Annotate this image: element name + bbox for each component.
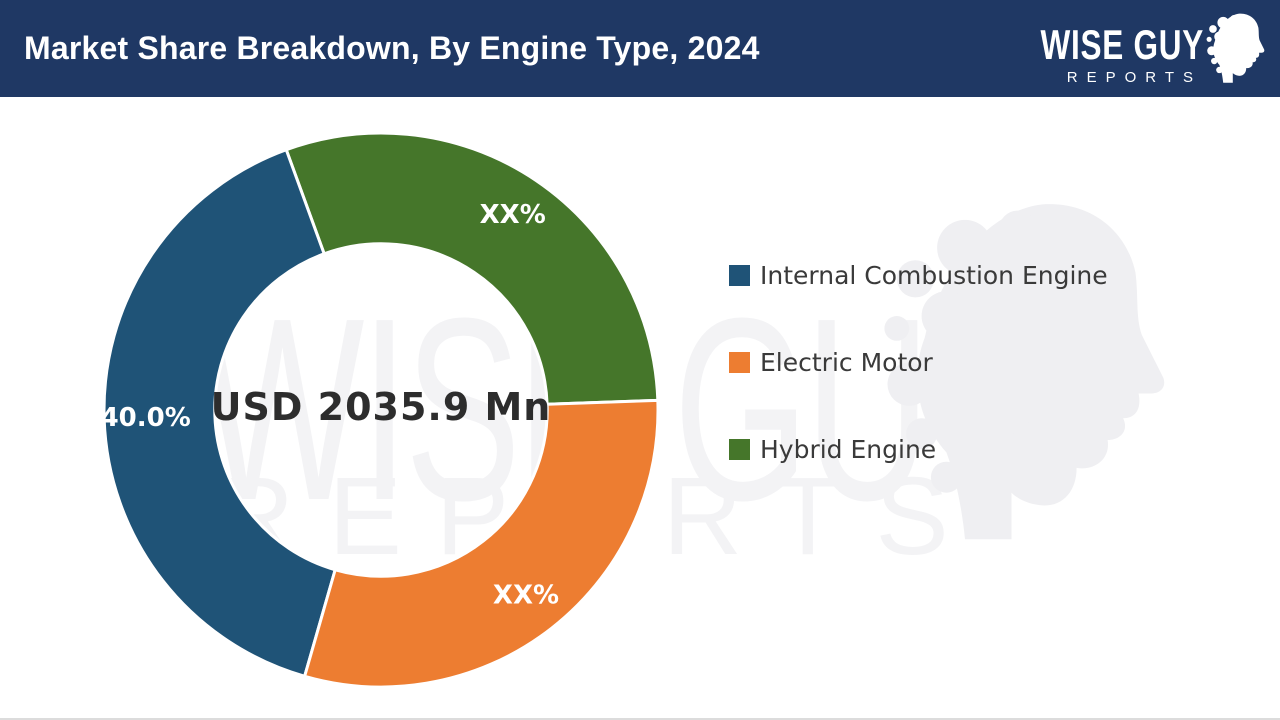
legend-item-hybrid-engine: Hybrid Engine	[729, 435, 1108, 463]
brand-logo: WISE GUY REPORTS	[986, 6, 1268, 88]
legend-label: Electric Motor	[760, 347, 933, 377]
donut-segment-electric-motor	[303, 398, 660, 689]
donut-segment-hybrid-engine	[284, 131, 660, 406]
legend-item-electric-motor: Electric Motor	[729, 348, 1108, 376]
donut-segment-label: XX%	[493, 581, 559, 611]
donut-segment-label: 40.0%	[101, 403, 191, 433]
legend: Internal Combustion Engine Electric Moto…	[729, 261, 1108, 463]
legend-swatch-internal-combustion-engine	[729, 264, 750, 286]
donut-center-value: USD 2035.9 Mn	[210, 385, 552, 429]
page-title: Market Share Breakdown, By Engine Type, …	[24, 29, 760, 66]
legend-label: Internal Combustion Engine	[760, 260, 1108, 290]
bottom-rule	[0, 718, 1280, 720]
donut-segment-label: XX%	[480, 200, 546, 230]
donut-segment-internal-combustion-engine	[102, 148, 337, 678]
legend-item-internal-combustion-engine: Internal Combustion Engine	[729, 261, 1108, 289]
legend-swatch-electric-motor	[729, 351, 750, 373]
header-bar: Market Share Breakdown, By Engine Type, …	[0, 0, 1280, 97]
logo-face-icon	[1206, 13, 1265, 83]
logo-wordmark: WISE GUY	[1040, 21, 1204, 68]
brand-logo-text: WISE GUY REPORTS	[986, 21, 1204, 86]
donut-chart: XX% 40.0% XX%	[101, 131, 660, 689]
logo-subtext: REPORTS	[1066, 69, 1202, 86]
legend-swatch-hybrid-engine	[729, 438, 750, 460]
legend-label: Hybrid Engine	[760, 434, 937, 464]
